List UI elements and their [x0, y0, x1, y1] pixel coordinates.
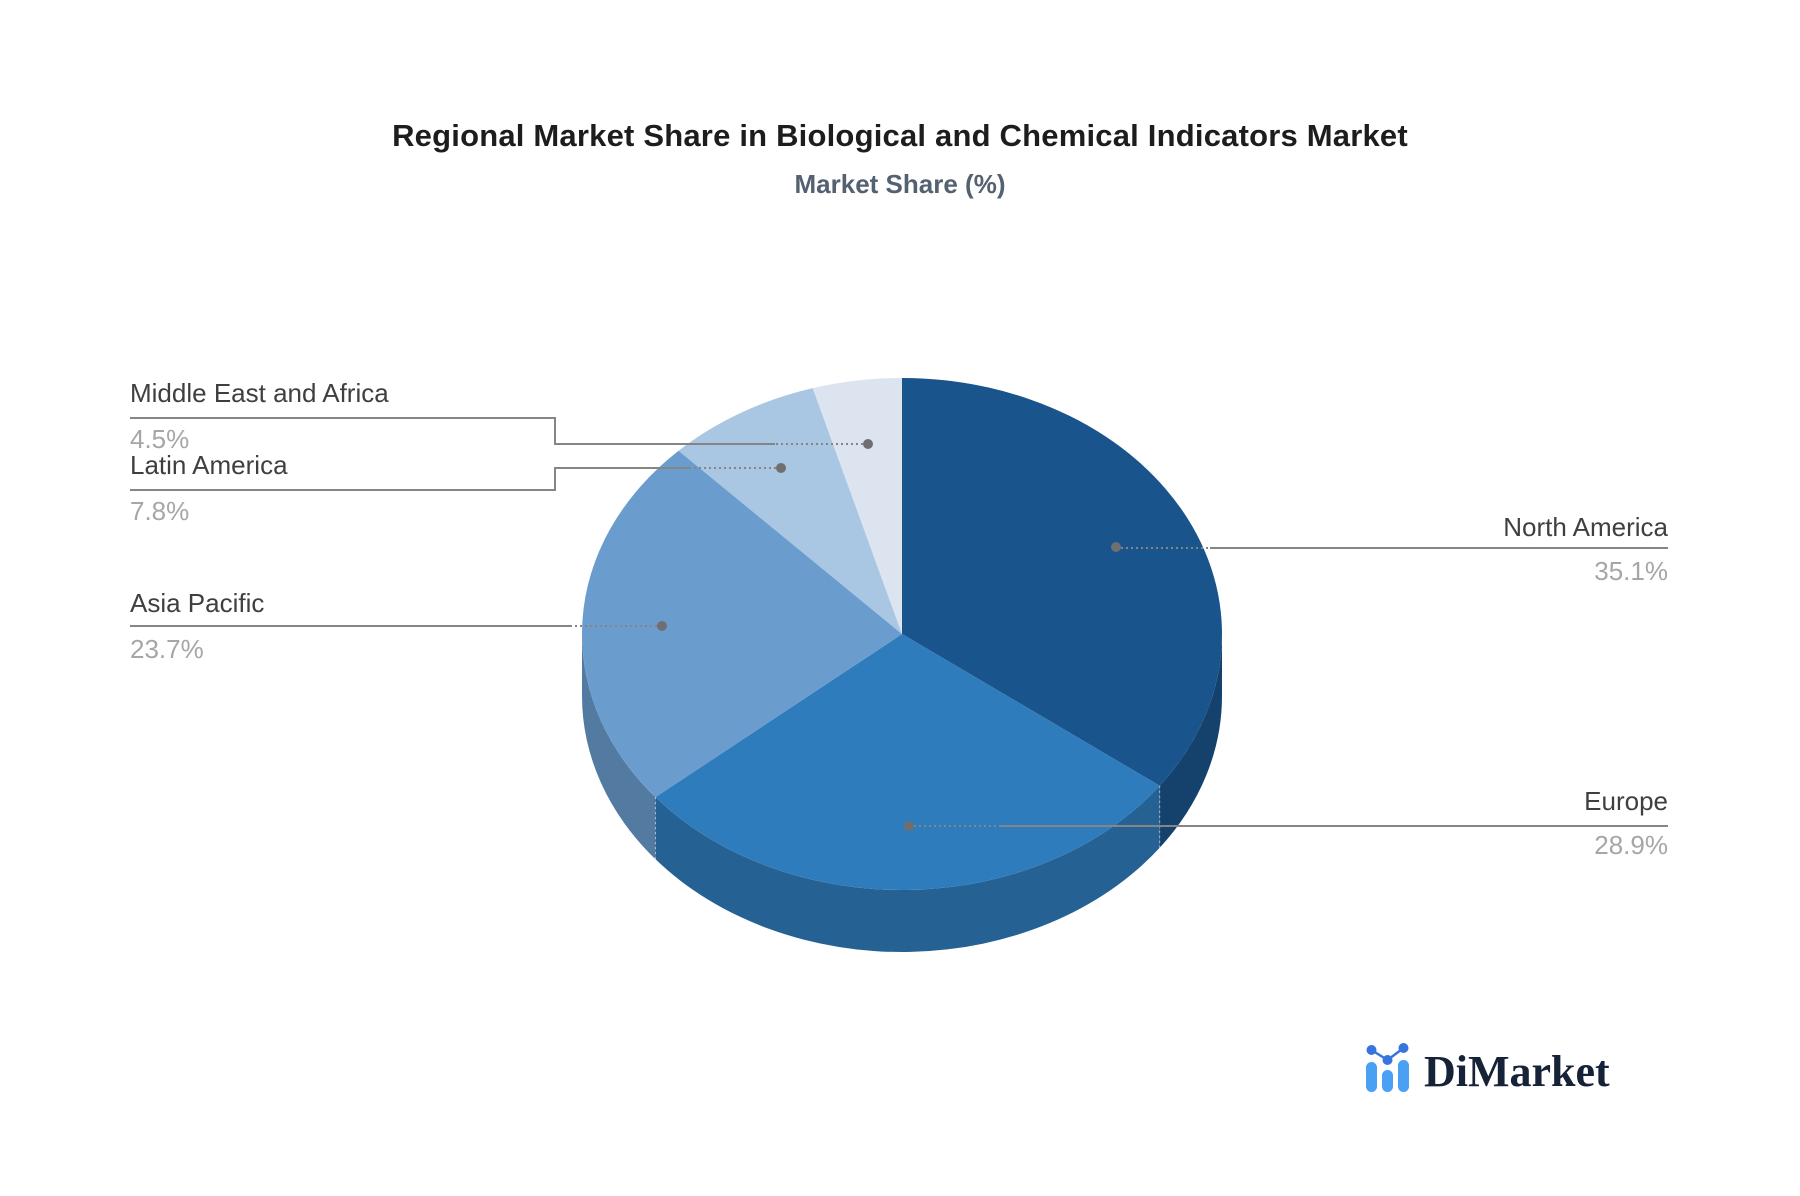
callout-dot-middle-east-and-africa	[863, 439, 873, 449]
callout-label-asia-pacific: Asia Pacific	[130, 588, 265, 618]
callout-dot-latin-america	[776, 463, 786, 473]
callout-value-asia-pacific: 23.7%	[130, 634, 204, 664]
chart-subtitle: Market Share (%)	[794, 169, 1006, 199]
callout-value-middle-east-and-africa: 4.5%	[130, 424, 190, 454]
callout-dot-north-america	[1111, 542, 1121, 552]
callout-value-europe: 28.9%	[1594, 830, 1668, 860]
pie-slice-asia-pacific[interactable]	[582, 450, 902, 798]
brand-logo-icon	[1366, 1043, 1409, 1092]
callout-label-north-america: North America	[1503, 512, 1668, 542]
brand-logo-text: DiMarket	[1424, 1047, 1610, 1096]
pie-slice-side-asia-pacific	[582, 634, 656, 860]
callout-value-north-america: 35.1%	[1594, 556, 1668, 586]
pie-slice-latin-america[interactable]	[678, 388, 902, 634]
callout-dot-asia-pacific	[657, 621, 667, 631]
brand-logo: DiMarket	[1356, 1038, 1610, 1094]
pie-slice-middle-east-and-africa[interactable]	[812, 378, 902, 634]
pie-slice-side-europe	[655, 785, 1160, 952]
pie-slice-north-america[interactable]	[902, 378, 1222, 786]
callout-label-middle-east-and-africa: Middle East and Africa	[130, 378, 389, 408]
callout-label-latin-america: Latin America	[130, 450, 288, 480]
callout-line-latin-america	[130, 467, 690, 491]
callout-line-middle-east-and-africa	[130, 417, 775, 445]
callout-dot-europe	[904, 821, 914, 831]
callout-value-latin-america: 7.8%	[130, 496, 190, 526]
chart-title: Regional Market Share in Biological and …	[392, 118, 1408, 153]
callout-label-europe: Europe	[1584, 786, 1668, 816]
pie-slice-side-north-america	[1159, 634, 1222, 848]
